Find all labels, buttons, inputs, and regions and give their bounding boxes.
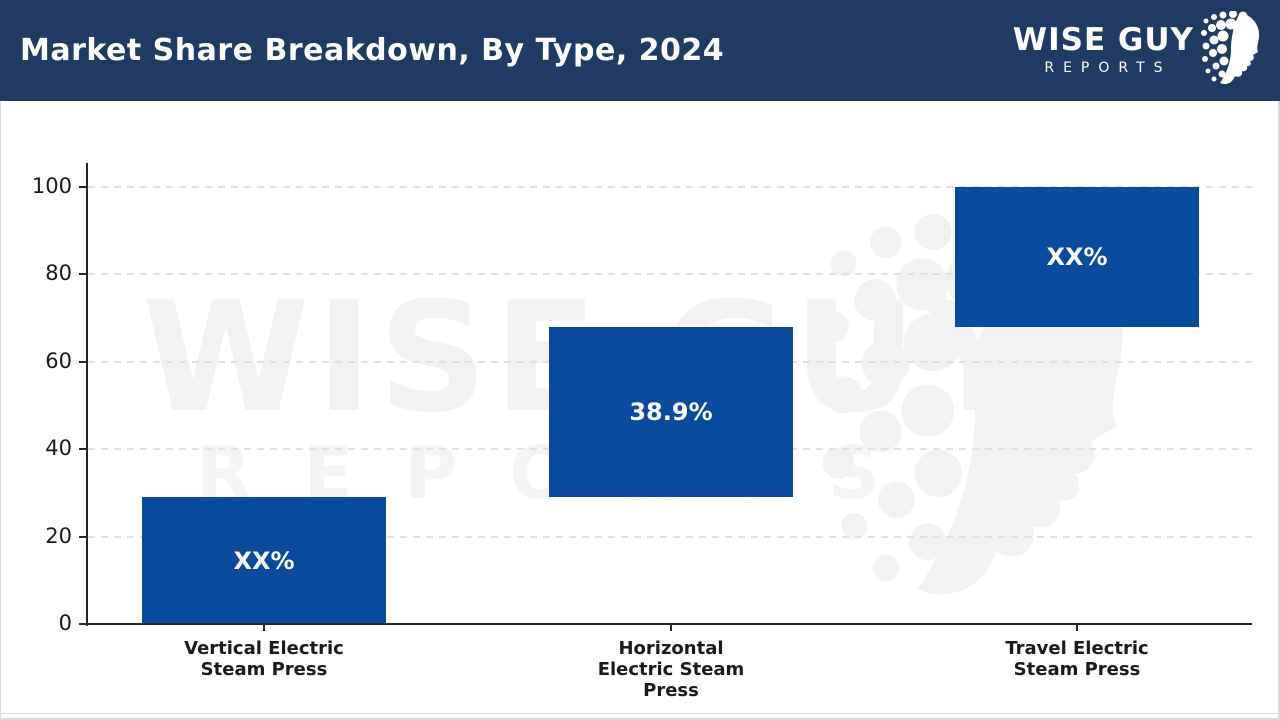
y-tick-mark <box>79 360 87 363</box>
page-border-right <box>1278 101 1280 720</box>
gridline-y20 <box>88 535 1252 538</box>
page-border-bottom <box>0 718 1280 720</box>
x-category-label: Vertical Electric Steam Press <box>184 638 344 680</box>
bar-value-label: XX% <box>1046 243 1108 272</box>
y-tick-mark <box>79 186 87 188</box>
logo-text: WISE GUY REPORTS <box>1012 22 1194 77</box>
y-tick-label: 20 <box>45 523 72 548</box>
bar-segment: XX% <box>142 497 386 624</box>
page-title: Market Share Breakdown, By Type, 2024 <box>20 33 725 68</box>
page-border-left <box>0 101 1 720</box>
bar-value-label: 38.9% <box>629 398 713 427</box>
y-tick-label: 80 <box>45 261 72 286</box>
y-tick-mark <box>79 535 87 538</box>
y-tick-label: 0 <box>58 611 72 635</box>
y-tick-mark <box>79 623 87 625</box>
x-tick-mark <box>1076 625 1078 631</box>
bar-segment: XX% <box>955 187 1199 328</box>
header: Market Share Breakdown, By Type, 2024 WI… <box>0 0 1280 101</box>
y-tick-label: 100 <box>31 174 72 198</box>
logo-subtext: REPORTS <box>1044 60 1172 76</box>
content-bottom-rule <box>0 713 1280 714</box>
gridline-y80 <box>88 273 1252 276</box>
y-tick-label: 40 <box>45 436 72 461</box>
x-tick-mark <box>263 625 265 631</box>
x-category-label: Horizontal Electric Steam Press <box>597 638 745 701</box>
y-axis-spine <box>86 163 88 626</box>
gridline-y100 <box>88 186 1252 188</box>
y-tick-label: 60 <box>45 348 72 373</box>
y-tick-mark <box>79 448 87 451</box>
x-category-label: Travel Electric Steam Press <box>1005 638 1149 680</box>
y-tick-mark <box>79 273 87 276</box>
logo-face-icon <box>1201 10 1260 84</box>
bar-segment: 38.9% <box>549 327 793 498</box>
chart-area: WISE GUY REPORTS 020406080100XX%38.9%XX%… <box>0 101 1280 720</box>
bar-value-label: XX% <box>233 546 295 575</box>
logo-wordmark: WISE GUY <box>1012 22 1194 58</box>
wiseguy-logo: WISE GUY REPORTS <box>1012 10 1262 91</box>
x-axis-spine <box>86 623 1252 625</box>
x-tick-mark <box>670 625 672 631</box>
